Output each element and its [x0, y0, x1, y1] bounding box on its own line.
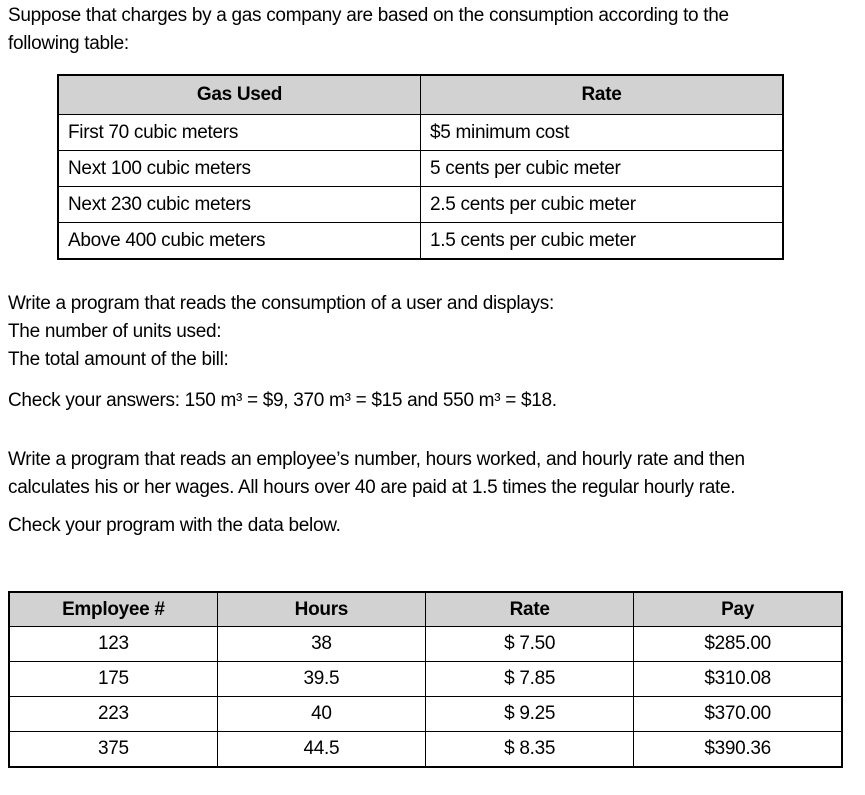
gas-table-header-row: Gas Used Rate	[57, 74, 784, 115]
task2-line-2: calculates his or her wages. All hours o…	[8, 477, 736, 498]
hours-cell: 39.5	[216, 661, 427, 697]
pay-cell: $310.08	[633, 661, 843, 697]
gas-used-cell: Next 230 cubic meters	[57, 186, 421, 223]
gas-table-row: Next 100 cubic meters 5 cents per cubic …	[57, 150, 784, 187]
gas-table-row: Above 400 cubic meters 1.5 cents per cub…	[57, 222, 784, 260]
rate-cell: $5 minimum cost	[420, 114, 784, 151]
task1-line-3: The total amount of the bill:	[8, 349, 229, 370]
intro-line-2: following table:	[8, 33, 129, 54]
hours-cell: 38	[216, 626, 427, 662]
task2-check-line: Check your program with the data below.	[8, 515, 341, 536]
rate-cell: $ 7.50	[424, 626, 635, 662]
gas-used-cell: Next 100 cubic meters	[57, 150, 421, 187]
rate-cell: 5 cents per cubic meter	[420, 150, 784, 187]
hours-header-cell: Hours	[216, 591, 427, 627]
pay-table-row: 223 40 $ 9.25 $370.00	[8, 696, 843, 732]
task1-check-answers-line: Check your answers: 150 m³ = $9, 370 m³ …	[8, 390, 557, 411]
pay-cell: $390.36	[633, 731, 843, 768]
rate-cell: $ 9.25	[424, 696, 635, 732]
gas-used-cell: First 70 cubic meters	[57, 114, 421, 151]
pay-table-header-row: Employee # Hours Rate Pay	[8, 591, 843, 627]
intro-line-1: Suppose that charges by a gas company ar…	[8, 5, 729, 26]
hours-cell: 40	[216, 696, 427, 732]
hours-cell: 44.5	[216, 731, 427, 768]
employee-number-cell: 175	[8, 661, 218, 697]
rate-cell: $ 7.85	[424, 661, 635, 697]
rate-cell: 2.5 cents per cubic meter	[420, 186, 784, 223]
rate-header-cell: Rate	[420, 74, 784, 115]
task1-line-2: The number of units used:	[8, 321, 222, 342]
employee-pay-table: Employee # Hours Rate Pay 123 38 $ 7.50 …	[8, 591, 843, 768]
intro-paragraph: Suppose that charges by a gas company ar…	[8, 2, 857, 58]
task2-line-1: Write a program that reads an employee’s…	[8, 449, 745, 470]
pay-cell: $370.00	[633, 696, 843, 732]
gas-used-cell: Above 400 cubic meters	[57, 222, 421, 260]
gas-table-row: First 70 cubic meters $5 minimum cost	[57, 114, 784, 151]
employee-number-cell: 375	[8, 731, 218, 768]
rate-cell: 1.5 cents per cubic meter	[420, 222, 784, 260]
employee-number-header-cell: Employee #	[8, 591, 218, 627]
employee-number-cell: 123	[8, 626, 218, 662]
pay-cell: $285.00	[633, 626, 843, 662]
task2-paragraph: Write a program that reads an employee’s…	[8, 446, 857, 502]
gas-table-row: Next 230 cubic meters 2.5 cents per cubi…	[57, 186, 784, 223]
employee-number-cell: 223	[8, 696, 218, 732]
task1-paragraph: Write a program that reads the consumpti…	[8, 290, 857, 374]
gas-used-header-cell: Gas Used	[57, 74, 421, 115]
task1-line-1: Write a program that reads the consumpti…	[8, 293, 554, 314]
rate-header-cell: Rate	[424, 591, 635, 627]
gas-rate-table: Gas Used Rate First 70 cubic meters $5 m…	[57, 74, 784, 260]
pay-table-row: 123 38 $ 7.50 $285.00	[8, 626, 843, 662]
pay-table-row: 175 39.5 $ 7.85 $310.08	[8, 661, 843, 697]
pay-table-row: 375 44.5 $ 8.35 $390.36	[8, 731, 843, 768]
pay-header-cell: Pay	[633, 591, 843, 627]
rate-cell: $ 8.35	[424, 731, 635, 768]
